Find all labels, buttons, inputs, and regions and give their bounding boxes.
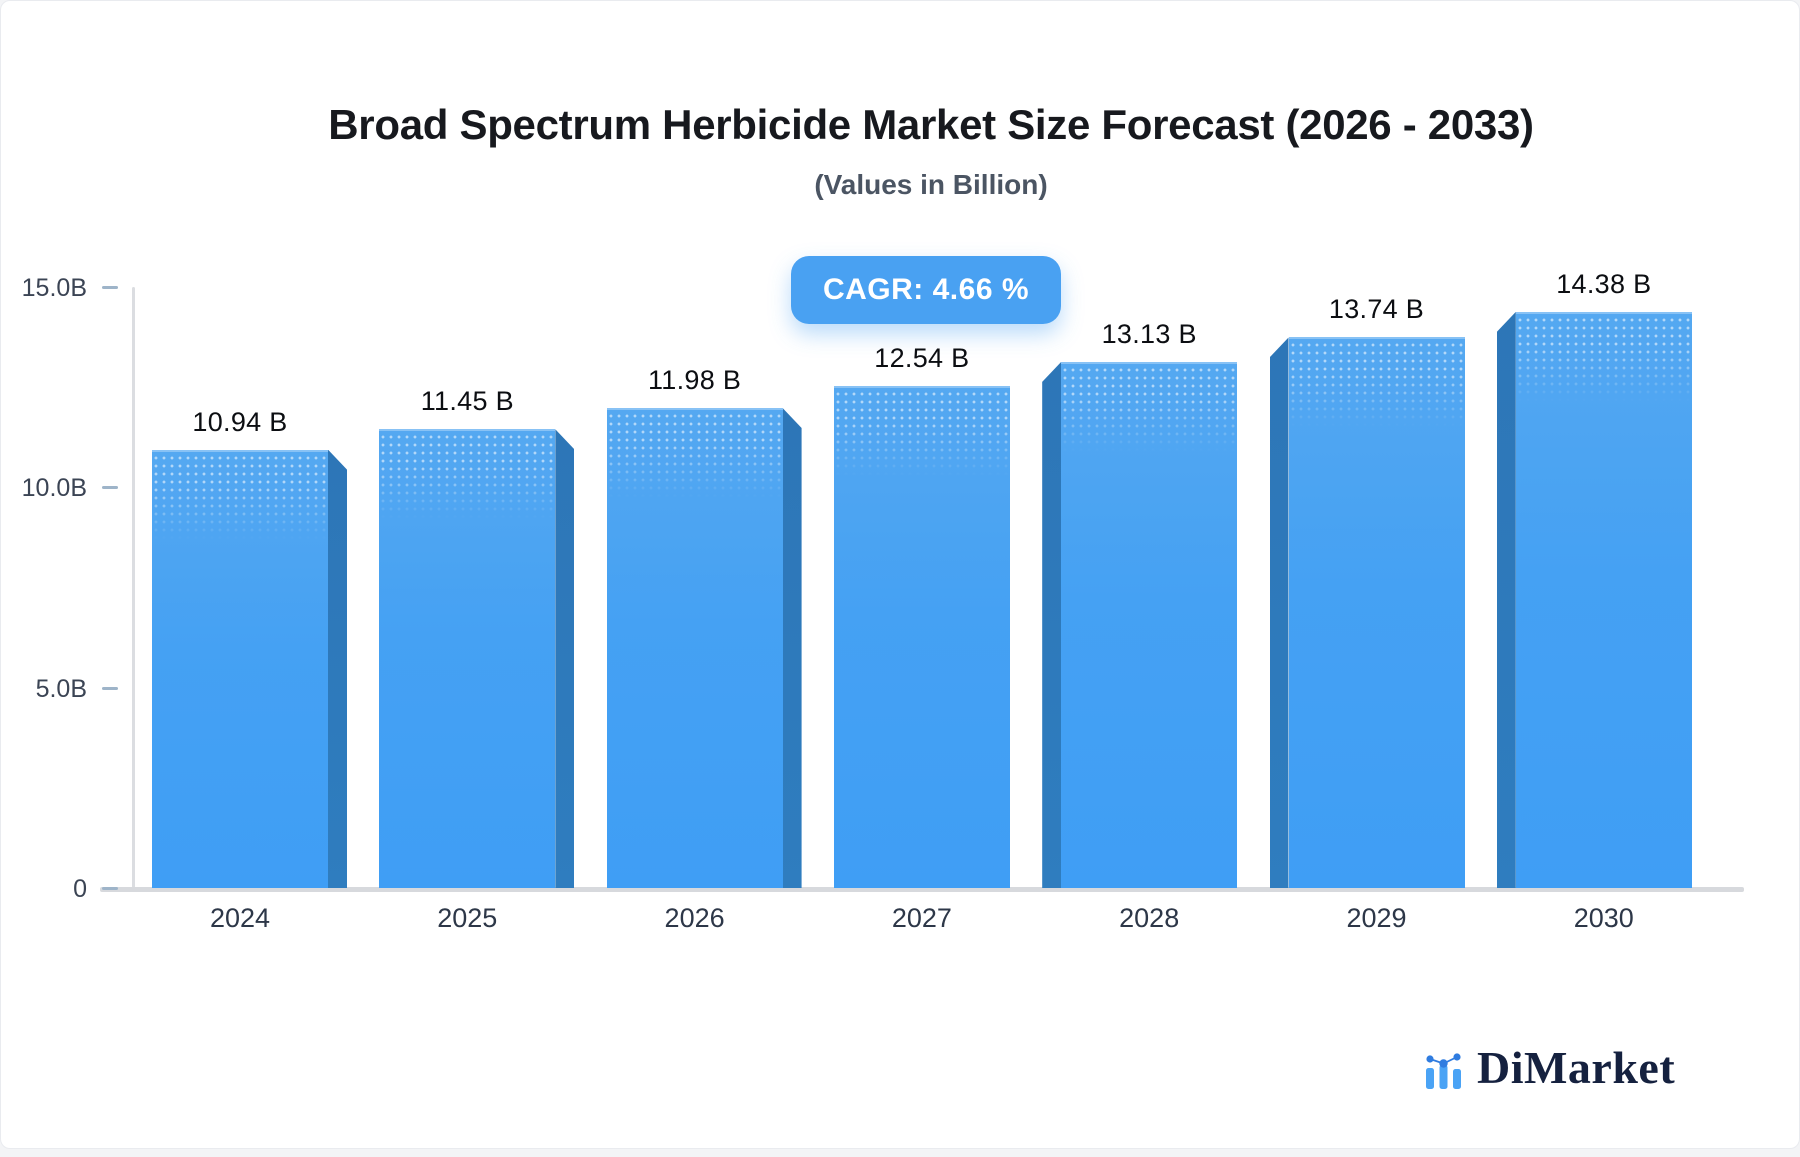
logo-text: DiMarket	[1477, 1042, 1676, 1093]
bar-3d-side	[555, 429, 575, 888]
bar-value-label: 11.98 B	[648, 365, 742, 395]
bar-dot-texture	[606, 412, 783, 498]
y-axis-tick-label: 0	[73, 875, 87, 903]
bar-3d-side	[1042, 361, 1062, 888]
x-axis-label: 2028	[1119, 903, 1180, 933]
y-axis-tick-label: 5.0B	[35, 674, 87, 703]
bar-dot-texture	[1288, 341, 1465, 428]
cagr-badge: CAGR: 4.66 %	[791, 256, 1061, 324]
y-axis-tick-label: 10.0B	[21, 474, 87, 503]
bar-dot-texture	[1061, 365, 1238, 452]
x-axis-label: 2030	[1573, 903, 1634, 933]
bar	[1288, 337, 1465, 888]
bar-value-label: 12.54 B	[874, 342, 970, 373]
bar	[833, 385, 1010, 888]
bar-value-label: 14.38 B	[1556, 268, 1652, 299]
bar-value-label: 11.45 B	[420, 386, 514, 417]
y-axis-line	[132, 287, 135, 888]
dimarket-logo: DiMarket	[1425, 1045, 1675, 1091]
bar	[1061, 361, 1238, 888]
x-axis-baseline	[100, 887, 1744, 892]
y-axis-tick-dash	[102, 286, 118, 289]
bar-3d-side	[782, 408, 802, 888]
bar-dot-texture	[1515, 315, 1692, 402]
chart-subtitle: (Values in Billion)	[814, 169, 1048, 200]
bar-value-label: 10.94 B	[192, 406, 288, 437]
x-axis-label: 2025	[437, 903, 498, 933]
x-axis-label: 2029	[1346, 903, 1407, 933]
bar	[379, 429, 556, 888]
bar	[1515, 311, 1692, 888]
bar-dot-texture	[379, 433, 556, 520]
x-axis-label: 2026	[664, 903, 725, 933]
bar-value-label: 13.74 B	[1328, 294, 1425, 325]
x-axis-label: 2027	[891, 903, 952, 933]
bar	[152, 449, 328, 888]
bar-dot-texture	[833, 389, 1010, 476]
bar	[606, 408, 783, 888]
y-axis-tick-dash	[102, 887, 118, 890]
bar-3d-side	[328, 449, 347, 888]
y-axis-tick-label: 15.0B	[21, 274, 87, 302]
bar-dot-texture	[152, 453, 328, 540]
bar-value-label: 13.13 B	[1101, 318, 1197, 349]
x-axis-label: 2024	[209, 903, 271, 933]
bar-3d-side	[1269, 337, 1289, 888]
y-axis-tick-dash	[102, 686, 118, 690]
y-axis-tick-dash	[102, 486, 118, 490]
chart-title: Broad Spectrum Herbicide Market Size For…	[328, 101, 1534, 148]
mini-bar-chart-icon	[1426, 1053, 1461, 1089]
bar-3d-side	[1496, 311, 1516, 888]
